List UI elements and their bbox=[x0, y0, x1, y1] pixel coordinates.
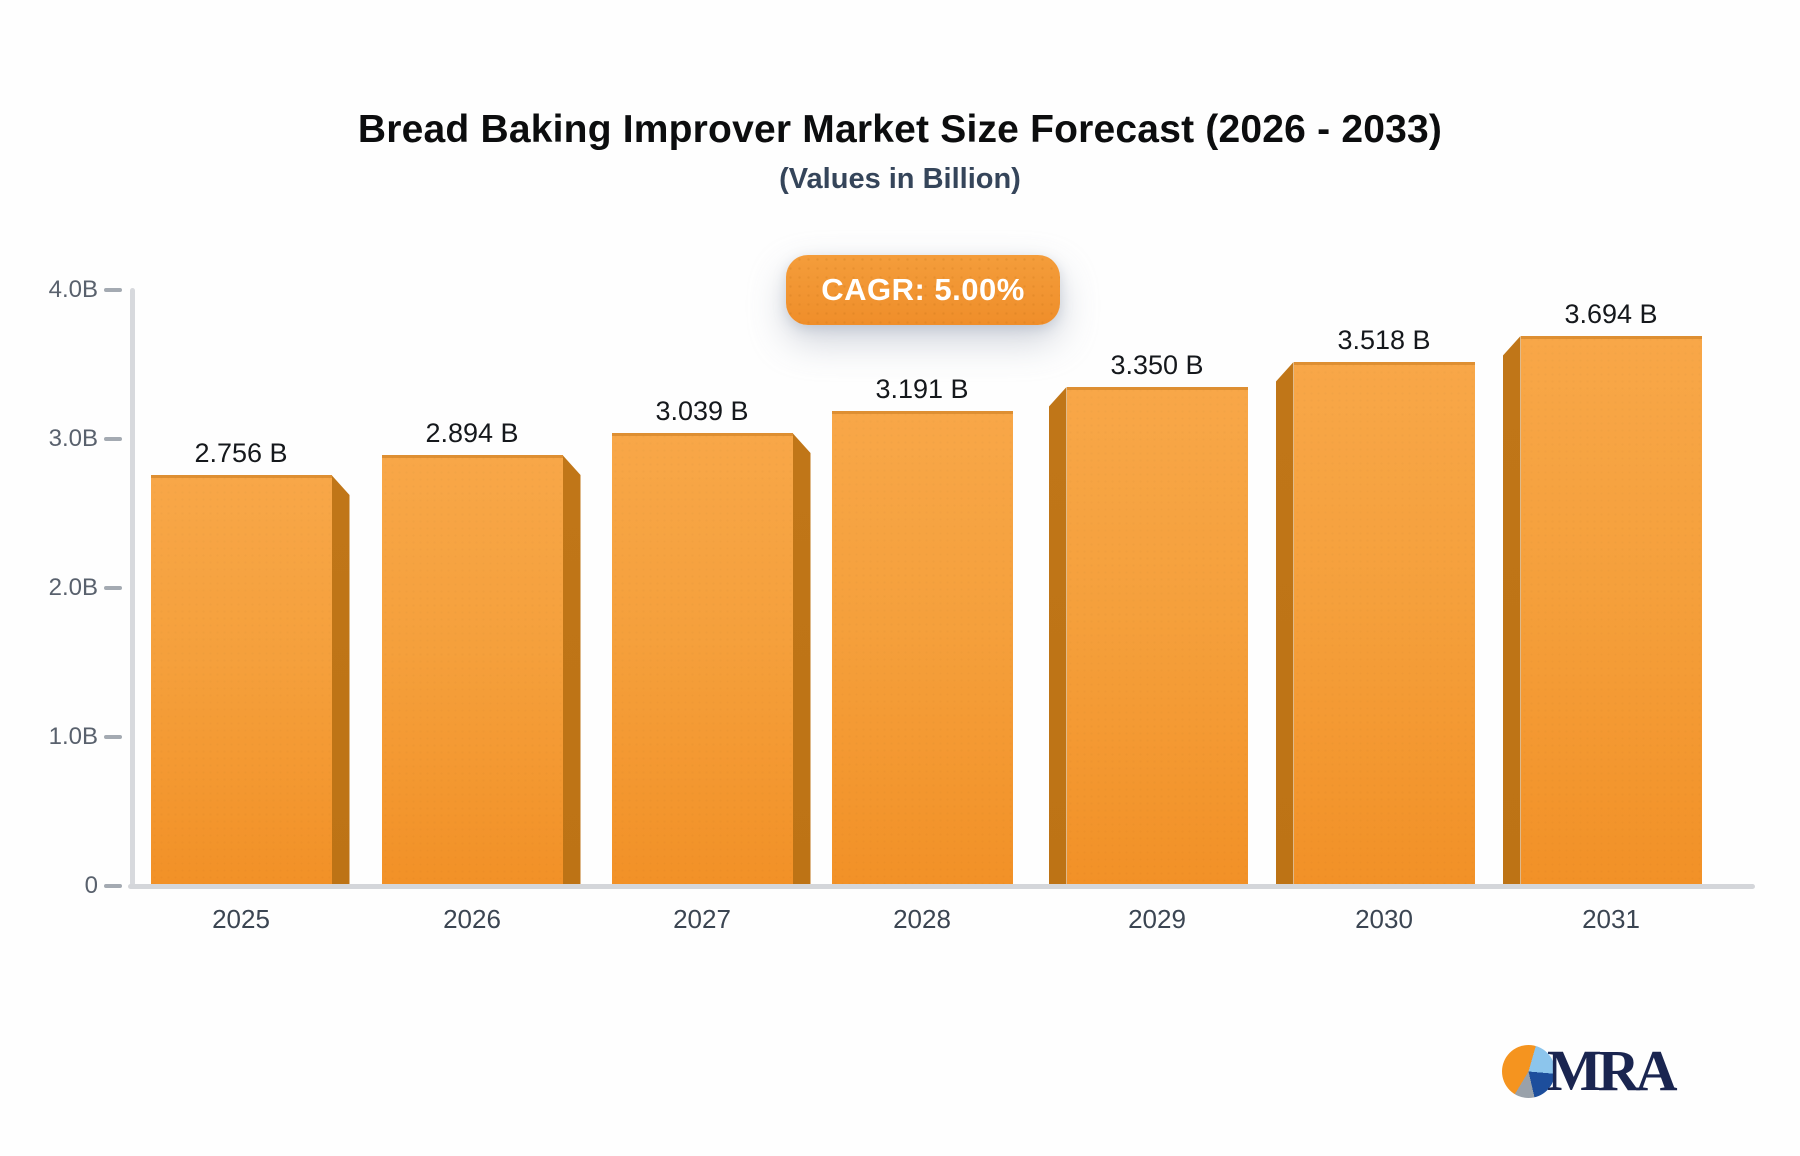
pie-chart-logo-icon bbox=[1502, 1044, 1555, 1098]
bar-value-label: 2.894 B bbox=[425, 418, 519, 448]
bar-2027 bbox=[611, 433, 793, 884]
bar-2031 bbox=[1520, 336, 1702, 884]
brand-logo: MRA bbox=[1502, 1038, 1678, 1103]
bar-3d-side-2029 bbox=[1048, 387, 1067, 884]
y-axis-tick-mark bbox=[104, 437, 122, 441]
y-axis-tick-mark bbox=[104, 288, 122, 292]
bar-2026 bbox=[381, 455, 563, 884]
chart-title: Bread Baking Improver Market Size Foreca… bbox=[357, 108, 1443, 151]
y-axis-line bbox=[130, 288, 135, 886]
y-axis-tick-mark bbox=[104, 586, 122, 590]
brand-logo-text: MRA bbox=[1547, 1038, 1678, 1103]
y-axis-tick-label: 4.0B bbox=[48, 276, 98, 303]
bar-value-label: 3.518 B bbox=[1337, 325, 1431, 355]
bar-value-label: 3.694 B bbox=[1564, 299, 1658, 329]
bar-2029 bbox=[1066, 387, 1248, 884]
bar-value-label: 3.350 B bbox=[1110, 350, 1204, 380]
y-axis-tick-label: 3.0B bbox=[48, 425, 98, 452]
x-axis-label: 2025 bbox=[212, 904, 270, 934]
x-axis-label: 2029 bbox=[1128, 904, 1186, 934]
x-axis-label: 2031 bbox=[1582, 904, 1640, 934]
x-axis-label: 2030 bbox=[1355, 904, 1413, 934]
bar-3d-side-2026 bbox=[562, 455, 581, 884]
bar-3d-side-2025 bbox=[331, 475, 350, 884]
bar-value-label: 2.756 B bbox=[194, 438, 288, 468]
x-axis-line bbox=[128, 884, 1755, 889]
bar-3d-side-2027 bbox=[792, 433, 811, 884]
y-axis-tick-label: 0 bbox=[84, 872, 98, 899]
bar-3d-side-2031 bbox=[1502, 336, 1521, 884]
y-axis-tick-label: 1.0B bbox=[48, 723, 98, 750]
bar-2025 bbox=[150, 475, 332, 884]
x-axis-label: 2027 bbox=[673, 904, 731, 934]
bar-value-label: 3.039 B bbox=[655, 396, 749, 426]
y-axis-tick-mark bbox=[104, 735, 122, 739]
y-axis-tick-label: 2.0B bbox=[48, 574, 98, 601]
chart-subtitle: (Values in Billion) bbox=[779, 163, 1021, 195]
cagr-badge: CAGR: 5.00% bbox=[786, 255, 1060, 325]
bar-2030 bbox=[1293, 362, 1475, 884]
bar-3d-side-2030 bbox=[1275, 362, 1294, 884]
x-axis-label: 2026 bbox=[443, 904, 501, 934]
bar-value-label: 3.191 B bbox=[875, 374, 969, 404]
cagr-badge-label: CAGR: 5.00% bbox=[821, 272, 1025, 307]
bar-2028 bbox=[831, 411, 1013, 884]
y-axis-tick-mark bbox=[104, 884, 122, 888]
x-axis-label: 2028 bbox=[893, 904, 951, 934]
